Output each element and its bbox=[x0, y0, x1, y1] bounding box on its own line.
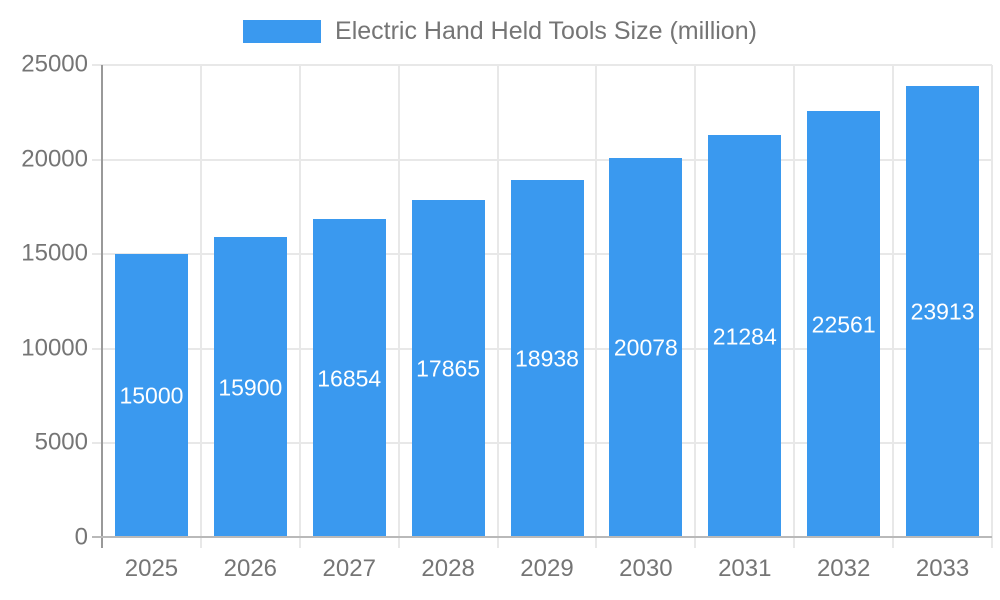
y-axis-tick-label: 10000 bbox=[21, 334, 88, 362]
bar-2031[interactable] bbox=[708, 135, 782, 538]
x-axis-tick-label: 2025 bbox=[124, 555, 179, 582]
x-axis-tick-label: 2032 bbox=[816, 555, 871, 582]
bar-2033[interactable] bbox=[906, 85, 980, 538]
gridline-vertical bbox=[298, 65, 301, 548]
y-axis-tick-label: 0 bbox=[74, 523, 88, 551]
chart-legend[interactable]: Electric Hand Held Tools Size (million) bbox=[0, 16, 1000, 46]
bar-value-label: 21284 bbox=[712, 323, 777, 350]
gridline-vertical bbox=[991, 65, 993, 548]
gridline-vertical bbox=[694, 65, 697, 548]
x-axis-tick-label: 2029 bbox=[520, 555, 574, 582]
gridline-vertical bbox=[496, 65, 499, 548]
x-axis-tick-label: 2030 bbox=[619, 555, 673, 582]
bar-value-label: 17865 bbox=[416, 355, 481, 382]
y-axis-tick-label: 25000 bbox=[21, 50, 88, 78]
x-axis-tick-label: 2027 bbox=[322, 555, 376, 582]
x-axis-tick-label: 2033 bbox=[915, 555, 970, 582]
gridline-vertical bbox=[397, 65, 400, 548]
bar-value-label: 15900 bbox=[218, 374, 283, 401]
bar-2025[interactable] bbox=[114, 254, 188, 538]
bar-value-label: 18938 bbox=[515, 345, 579, 372]
bar-2026[interactable] bbox=[213, 237, 287, 538]
y-axis-tick-label: 5000 bbox=[34, 428, 88, 456]
x-axis-line bbox=[92, 536, 992, 538]
bar-value-label: 23913 bbox=[910, 298, 975, 325]
gridline-vertical bbox=[892, 65, 895, 548]
bar-value-label: 16854 bbox=[317, 365, 382, 392]
gridline-vertical bbox=[595, 65, 598, 548]
bar-value-label: 22561 bbox=[811, 311, 876, 338]
y-axis-tick-label: 15000 bbox=[21, 239, 88, 267]
y-axis-line bbox=[101, 65, 103, 548]
gridline-horizontal bbox=[92, 64, 992, 66]
gridline-horizontal bbox=[92, 158, 992, 161]
legend-swatch bbox=[243, 19, 322, 43]
bar-2028[interactable] bbox=[411, 199, 485, 538]
bar-2030[interactable] bbox=[609, 158, 683, 538]
x-axis-tick-label: 2026 bbox=[223, 555, 278, 582]
bar-2027[interactable] bbox=[312, 219, 386, 538]
bar-2029[interactable] bbox=[510, 179, 584, 538]
x-axis-tick-label: 2028 bbox=[421, 555, 475, 582]
y-axis-tick-label: 20000 bbox=[21, 145, 88, 173]
bar-value-label: 20078 bbox=[613, 334, 678, 361]
gridline-vertical bbox=[199, 65, 202, 548]
x-axis-tick-label: 2031 bbox=[718, 555, 772, 582]
legend-label: Electric Hand Held Tools Size (million) bbox=[335, 16, 757, 45]
gridline-vertical bbox=[793, 65, 796, 548]
bar-2032[interactable] bbox=[807, 111, 881, 538]
bar-value-label: 15000 bbox=[119, 382, 184, 409]
plot-area: 0 5000 10000 15000 20000 25000 15000 2025 15900 2… bbox=[21, 50, 993, 582]
